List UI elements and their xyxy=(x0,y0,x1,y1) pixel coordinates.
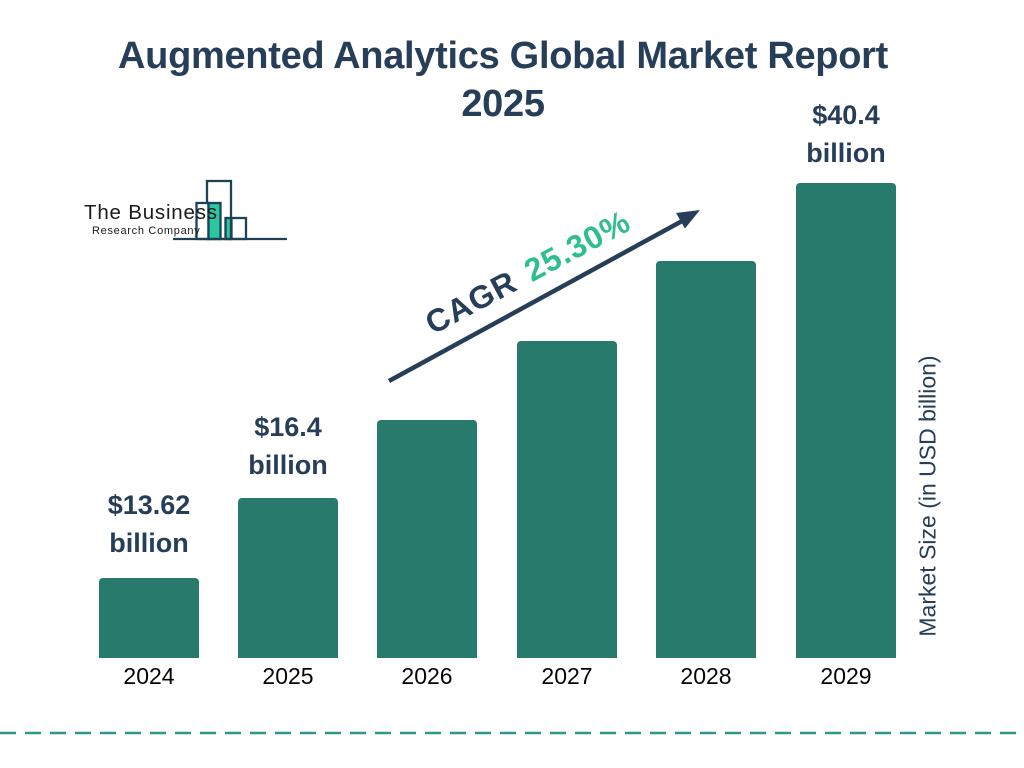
cagr-value: 25.30% xyxy=(518,202,637,289)
x-axis-label-2024: 2024 xyxy=(123,663,175,689)
x-axis-label-2027: 2027 xyxy=(541,663,593,689)
chart-bar-2026 xyxy=(377,420,477,658)
logo-text-primary: The Business xyxy=(84,201,218,224)
y-axis-label: Market Size (in USD billion) xyxy=(914,355,941,637)
x-axis-label-2028: 2028 xyxy=(680,663,732,689)
cagr-annotation: CAGR25.30% xyxy=(369,176,687,368)
x-axis-label-2029: 2029 xyxy=(820,663,872,689)
value-label-2024: $13.62 billion xyxy=(107,490,191,558)
chart-title-line2: 2025 xyxy=(461,83,545,125)
chart-bar-2024 xyxy=(99,578,199,658)
chart-bar-2027 xyxy=(517,341,617,658)
chart-title-line1: Augmented Analytics Global Market Report xyxy=(118,35,888,77)
company-logo: The Business Research Company xyxy=(75,175,300,250)
logo-bars-icon xyxy=(173,179,287,241)
logo-text-secondary: Research Company xyxy=(92,225,201,237)
x-axis-label-2026: 2026 xyxy=(401,663,453,689)
chart-title: Augmented Analytics Global Market Report… xyxy=(0,32,1006,128)
x-axis-label-2025: 2025 xyxy=(262,663,314,689)
value-label-2025: $16.4 billion xyxy=(248,412,328,480)
chart-bar-2025 xyxy=(238,498,338,658)
chart-bar-2029 xyxy=(796,183,896,658)
chart-bar-2028 xyxy=(656,261,756,658)
value-label-2029: $40.4 billion xyxy=(806,100,886,168)
cagr-prefix: CAGR xyxy=(419,263,523,342)
